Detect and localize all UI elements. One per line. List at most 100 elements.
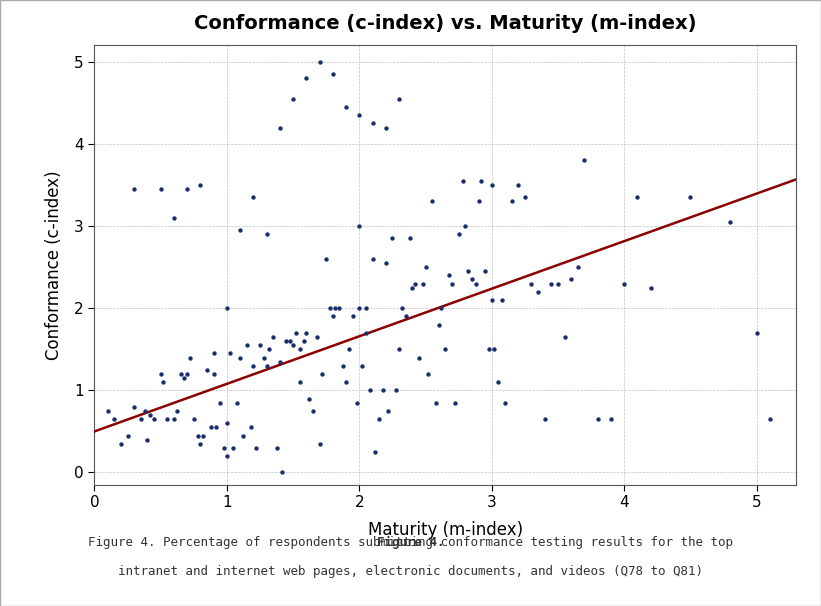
Point	[209, 422, 222, 432]
Point	[432, 320, 445, 330]
Point	[148, 415, 161, 424]
Point	[505, 196, 518, 206]
Point	[485, 180, 498, 190]
Point	[456, 176, 469, 186]
Point	[273, 357, 287, 367]
Point	[591, 415, 604, 424]
Point	[313, 439, 326, 448]
Point	[300, 73, 313, 83]
Point	[302, 394, 315, 404]
Point	[207, 348, 220, 358]
Point	[422, 369, 435, 379]
Point	[233, 225, 246, 235]
Point	[369, 447, 382, 457]
Point	[267, 332, 280, 342]
Y-axis label: Conformance (c-index): Conformance (c-index)	[45, 170, 63, 360]
Point	[723, 217, 736, 227]
Point	[194, 439, 207, 448]
Point	[353, 221, 366, 231]
Point	[138, 406, 151, 416]
Point	[220, 418, 233, 428]
Point	[764, 415, 777, 424]
Point	[416, 279, 429, 288]
Point	[287, 94, 300, 104]
Title: Conformance (c-index) vs. Maturity (m-index): Conformance (c-index) vs. Maturity (m-in…	[194, 14, 697, 33]
Point	[461, 267, 475, 276]
Point	[429, 398, 443, 407]
Point	[326, 311, 339, 321]
Point	[448, 398, 461, 407]
Point	[220, 451, 233, 461]
Point	[174, 369, 187, 379]
Point	[452, 230, 466, 239]
Point	[518, 193, 531, 202]
Point	[213, 398, 227, 407]
Point	[134, 415, 147, 424]
Point	[578, 156, 591, 165]
Point	[108, 415, 121, 424]
Point	[271, 443, 284, 453]
Point	[257, 353, 270, 362]
Point	[340, 102, 353, 112]
Point	[488, 344, 501, 354]
Point	[306, 406, 319, 416]
Point	[466, 275, 479, 284]
Point	[390, 385, 403, 395]
Text: intranet and internet web pages, electronic documents, and videos (Q78 to Q81): intranet and internet web pages, electro…	[118, 565, 703, 578]
Point	[127, 402, 140, 411]
Point	[178, 373, 191, 383]
Point	[617, 279, 631, 288]
Point	[346, 311, 360, 321]
Point	[446, 279, 459, 288]
Point	[496, 295, 509, 305]
Point	[170, 406, 183, 416]
Point	[326, 69, 339, 79]
Point	[604, 415, 617, 424]
Point	[483, 344, 496, 354]
Point	[204, 422, 218, 432]
Point	[355, 361, 369, 371]
Point	[273, 123, 287, 133]
Point	[260, 230, 273, 239]
Point	[360, 304, 373, 313]
Point	[141, 435, 154, 444]
Point	[684, 193, 697, 202]
X-axis label: Maturity (m-index): Maturity (m-index)	[368, 521, 523, 539]
Point	[342, 344, 355, 354]
Point	[350, 398, 363, 407]
Point	[114, 439, 127, 448]
Point	[196, 431, 209, 441]
Point	[220, 304, 233, 313]
Point	[750, 328, 764, 338]
Point	[223, 348, 236, 358]
Point	[284, 336, 297, 346]
Point	[443, 270, 456, 280]
Point	[470, 279, 483, 288]
Point	[227, 443, 240, 453]
Point	[475, 176, 488, 186]
Point	[200, 365, 213, 375]
Point	[323, 304, 337, 313]
Point	[392, 344, 406, 354]
Point	[244, 422, 257, 432]
Point	[571, 262, 585, 272]
Point	[408, 279, 421, 288]
Point	[181, 184, 194, 194]
Point	[565, 275, 578, 284]
Point	[287, 341, 300, 350]
Point	[525, 279, 538, 288]
Point	[340, 378, 353, 387]
Point	[511, 180, 525, 190]
Point	[406, 283, 419, 293]
Point	[260, 361, 273, 371]
Point	[492, 378, 505, 387]
Point	[419, 262, 432, 272]
Point	[425, 196, 438, 206]
Point	[231, 398, 244, 407]
Point	[183, 353, 196, 362]
Point	[127, 184, 140, 194]
Point	[293, 378, 306, 387]
Point	[531, 287, 544, 297]
Point	[297, 336, 310, 346]
Point	[233, 353, 246, 362]
